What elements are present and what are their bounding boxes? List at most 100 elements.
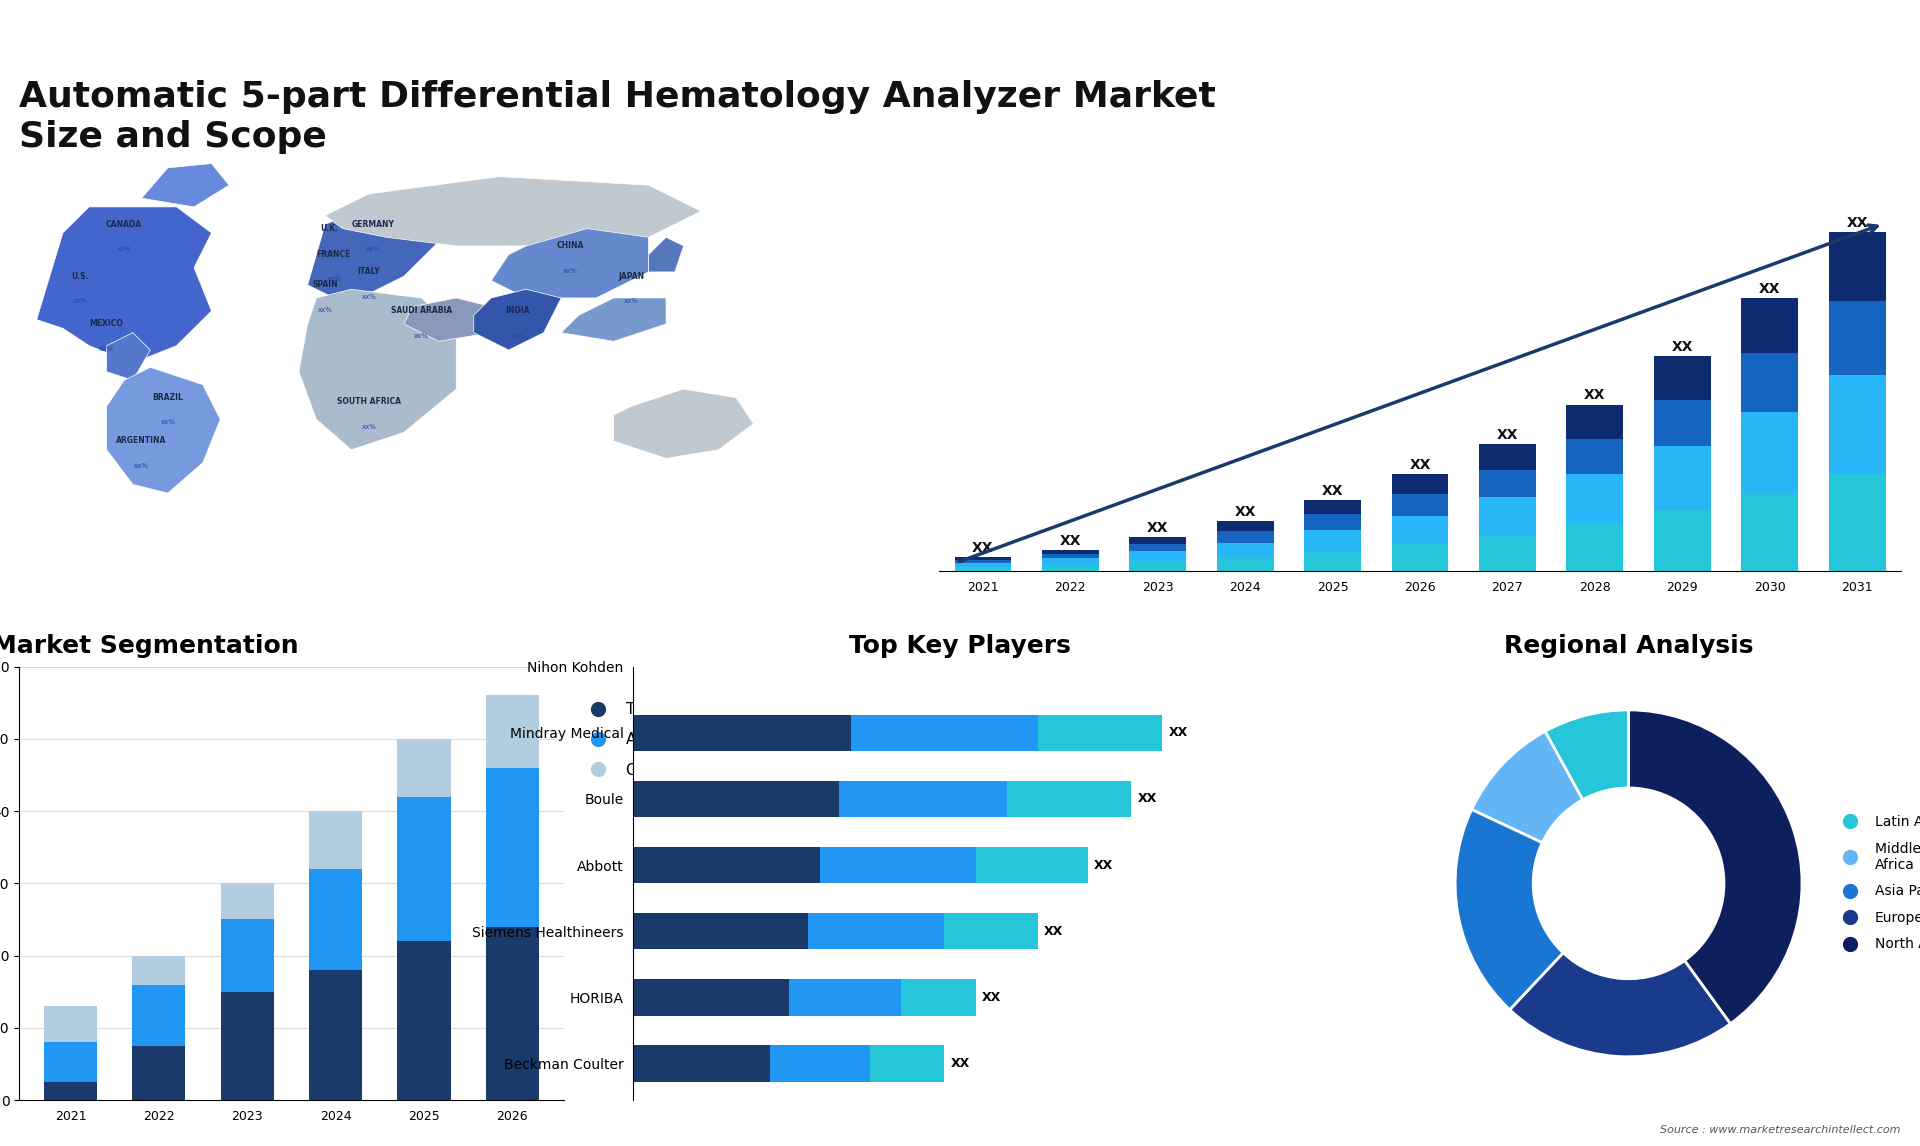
Bar (44, 1043, 98, 1082)
Text: CHINA: CHINA (557, 242, 584, 250)
Polygon shape (142, 164, 228, 207)
Bar (309, 869, 363, 970)
Bar (1741, 353, 1799, 411)
Bar (954, 567, 1012, 571)
Bar (1392, 494, 1448, 516)
Bar (132, 1046, 186, 1100)
Text: INDIA: INDIA (505, 306, 530, 315)
Text: XX: XX (1409, 458, 1430, 472)
Bar (1653, 400, 1711, 446)
Bar (486, 927, 540, 1100)
Text: SOUTH AFRICA: SOUTH AFRICA (336, 398, 401, 407)
Bar (1304, 515, 1361, 529)
Text: Source : www.marketresearchintellect.com: Source : www.marketresearchintellect.com (1661, 1124, 1901, 1135)
Text: xx%: xx% (511, 332, 524, 339)
Text: XX: XX (981, 991, 1000, 1004)
Text: xx%: xx% (361, 424, 376, 430)
Bar (486, 696, 540, 768)
Bar (975, 847, 1087, 884)
Bar (634, 847, 820, 884)
Bar (1567, 405, 1622, 439)
Text: Market Segmentation: Market Segmentation (0, 634, 300, 658)
Bar (44, 1082, 98, 1100)
Bar (1478, 497, 1536, 535)
Bar (1392, 544, 1448, 571)
Bar (1217, 557, 1273, 571)
Text: xx%: xx% (317, 307, 332, 313)
Bar (634, 1045, 770, 1082)
Bar (1392, 516, 1448, 544)
Text: GERMANY: GERMANY (351, 220, 396, 228)
Text: ITALY: ITALY (357, 267, 380, 276)
Bar (1304, 551, 1361, 571)
Text: xx%: xx% (323, 250, 336, 257)
Bar (1741, 411, 1799, 493)
Bar (808, 913, 945, 949)
Text: MEXICO: MEXICO (90, 320, 123, 328)
Bar (1653, 356, 1711, 400)
Bar (1653, 446, 1711, 510)
Bar (634, 714, 851, 751)
Bar (1217, 532, 1273, 543)
Text: xx%: xx% (367, 246, 380, 252)
Bar (1567, 524, 1622, 571)
Text: xx%: xx% (73, 298, 88, 304)
Polygon shape (324, 176, 701, 246)
Text: XX: XX (950, 1057, 970, 1070)
Polygon shape (403, 298, 492, 342)
Wedge shape (1471, 731, 1582, 842)
Bar (1741, 493, 1799, 571)
Bar (1129, 544, 1187, 551)
Bar (1043, 558, 1098, 565)
Bar (44, 1006, 98, 1043)
Text: xx%: xx% (117, 246, 132, 252)
Text: xx%: xx% (161, 419, 175, 425)
Bar (1478, 535, 1536, 571)
Text: xx%: xx% (563, 268, 578, 274)
Bar (851, 714, 1039, 751)
Bar (900, 979, 975, 1015)
Text: JAPAN: JAPAN (618, 272, 645, 281)
Text: xx%: xx% (326, 276, 342, 282)
Text: XX: XX (1498, 429, 1519, 442)
Bar (1478, 445, 1536, 470)
Bar (820, 847, 975, 884)
Bar (1828, 300, 1885, 375)
Bar (1217, 521, 1273, 532)
Bar (1828, 375, 1885, 474)
Bar (1828, 474, 1885, 571)
Legend: Type, Application, Geography: Type, Application, Geography (576, 696, 718, 784)
Text: SPAIN: SPAIN (313, 281, 338, 289)
Bar (1828, 233, 1885, 300)
Bar (1043, 554, 1098, 558)
Bar (397, 739, 451, 796)
Bar (634, 780, 839, 817)
Text: XX: XX (1584, 388, 1605, 402)
Bar (770, 1045, 870, 1082)
Bar (1478, 470, 1536, 497)
Bar (309, 970, 363, 1100)
Bar (1129, 562, 1187, 571)
Wedge shape (1455, 809, 1563, 1010)
Text: XX: XX (1094, 858, 1114, 872)
Bar (221, 919, 275, 991)
Polygon shape (300, 289, 457, 449)
Text: XX: XX (1321, 484, 1344, 497)
Text: XX: XX (1044, 925, 1064, 937)
Bar (1006, 780, 1131, 817)
Bar (1129, 551, 1187, 562)
Bar (1217, 543, 1273, 557)
Bar (634, 913, 808, 949)
Polygon shape (108, 332, 150, 380)
Text: xx%: xx% (100, 346, 113, 352)
Text: XX: XX (1847, 217, 1868, 230)
Bar (486, 768, 540, 927)
Bar (954, 563, 1012, 567)
Bar (1129, 537, 1187, 544)
Title: Top Key Players: Top Key Players (849, 634, 1071, 658)
Text: XX: XX (1759, 282, 1780, 296)
Text: XX: XX (1060, 534, 1081, 548)
Bar (789, 979, 900, 1015)
Text: xx%: xx% (134, 463, 150, 469)
Text: BRAZIL: BRAZIL (152, 393, 182, 402)
